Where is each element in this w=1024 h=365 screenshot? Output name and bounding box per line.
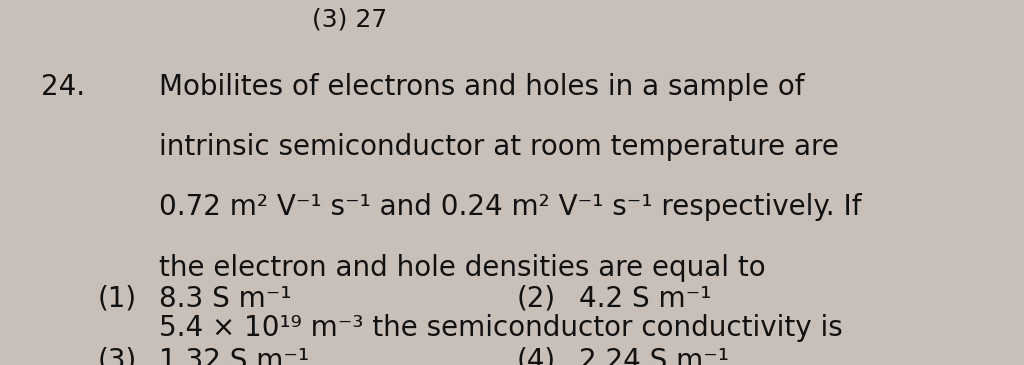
Text: 0.72 m² V⁻¹ s⁻¹ and 0.24 m² V⁻¹ s⁻¹ respectively. If: 0.72 m² V⁻¹ s⁻¹ and 0.24 m² V⁻¹ s⁻¹ resp… xyxy=(159,193,861,222)
Text: 2.24 S m⁻¹: 2.24 S m⁻¹ xyxy=(579,347,728,365)
Text: 24.: 24. xyxy=(41,73,85,101)
Text: the electron and hole densities are equal to: the electron and hole densities are equa… xyxy=(159,254,765,282)
Text: 8.3 S m⁻¹: 8.3 S m⁻¹ xyxy=(159,285,291,313)
Text: (4): (4) xyxy=(517,347,556,365)
Text: (3): (3) xyxy=(97,347,136,365)
Text: Mobilites of electrons and holes in a sample of: Mobilites of electrons and holes in a sa… xyxy=(159,73,804,101)
Text: (1): (1) xyxy=(97,285,136,313)
Text: intrinsic semiconductor at room temperature are: intrinsic semiconductor at room temperat… xyxy=(159,133,839,161)
Text: 5.4 × 10¹⁹ m⁻³ the semiconductor conductivity is: 5.4 × 10¹⁹ m⁻³ the semiconductor conduct… xyxy=(159,314,843,342)
Text: 1.32 S m⁻¹: 1.32 S m⁻¹ xyxy=(159,347,309,365)
Text: (3) 27: (3) 27 xyxy=(312,7,387,31)
Text: (2): (2) xyxy=(517,285,556,313)
Text: 4.2 S m⁻¹: 4.2 S m⁻¹ xyxy=(579,285,711,313)
